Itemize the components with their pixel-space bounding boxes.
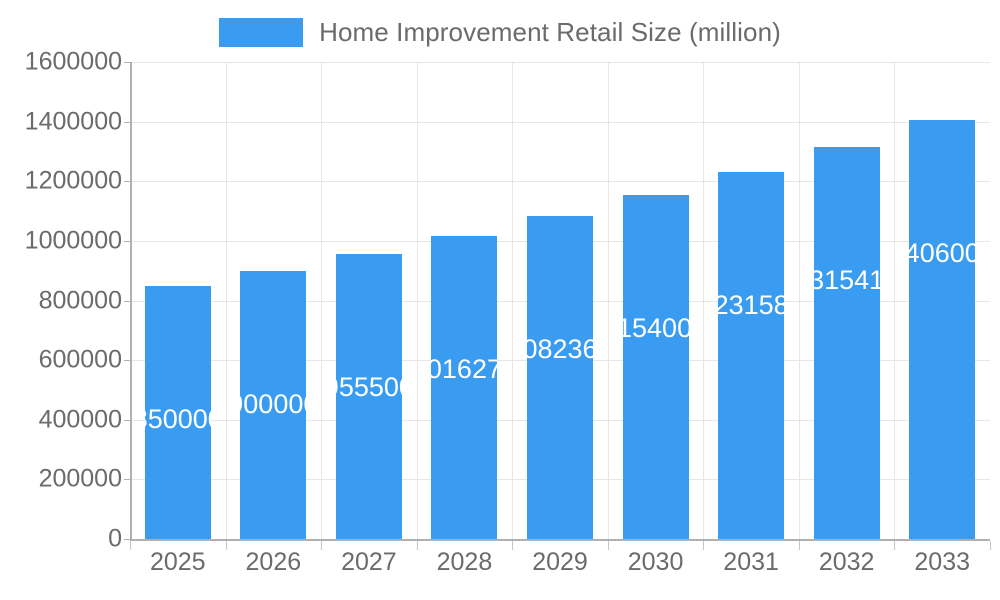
bar-slot: 955500 <box>335 62 402 539</box>
bar-value-label: 1315410 <box>813 264 880 295</box>
x-axis-tick-label: 2033 <box>914 548 971 576</box>
x-axis-tick-mark <box>321 541 322 550</box>
bar-value-label: 850000 <box>145 403 211 434</box>
bar-value-label: 1016270 <box>431 354 498 385</box>
bar-slot: 900000 <box>240 62 307 539</box>
x-axis-line <box>130 539 990 541</box>
bar[interactable]: 1315410 <box>813 146 880 539</box>
x-axis-tick-label: 2032 <box>818 548 875 576</box>
y-axis-tick-label: 1200000 <box>24 166 122 195</box>
y-axis-tick-mark <box>124 360 131 362</box>
y-axis-tick-label: 1000000 <box>24 226 122 255</box>
bar-slot: 1154000 <box>622 62 689 539</box>
x-axis-tick-label: 2025 <box>149 548 206 576</box>
x-axis-tick-mark <box>417 541 418 550</box>
y-axis-tick-label: 800000 <box>38 286 122 314</box>
y-axis-tick-label: 1400000 <box>24 107 122 136</box>
x-axis-tick-label: 2028 <box>436 548 493 576</box>
bar[interactable]: 1016270 <box>431 236 498 539</box>
x-axis-tick-mark <box>512 541 513 550</box>
y-axis-tick-label: 600000 <box>38 345 122 374</box>
y-axis-tick-label: 0 <box>108 524 122 553</box>
gridline-horizontal <box>130 121 990 123</box>
gridline-vertical <box>226 62 227 539</box>
y-axis-tick-mark <box>124 300 131 302</box>
legend-label[interactable]: Home Improvement Retail Size (million) <box>319 16 781 47</box>
x-axis-tick-labels: 2025 2026 2027 2028 2029 2030 2031 2032 2033 <box>130 548 990 588</box>
bar[interactable]: 1406000 <box>909 119 976 539</box>
bar-slot: 850000 <box>144 62 211 539</box>
y-axis-tick-mark <box>124 240 131 242</box>
x-axis-tick-mark <box>703 541 704 550</box>
bar[interactable]: 850000 <box>144 285 211 539</box>
bar-value-label: 955500 <box>336 372 402 403</box>
y-axis-tick-label: 200000 <box>38 464 122 493</box>
y-axis-tick-mark <box>124 539 131 540</box>
bar-slot: 1016270 <box>431 62 498 539</box>
bar-slot: 1082360 <box>527 62 593 539</box>
gridline-vertical <box>894 62 895 539</box>
x-axis-tick-label: 2030 <box>627 548 684 576</box>
y-axis-tick-mark <box>124 121 131 123</box>
y-axis-tick-mark <box>124 62 131 63</box>
plot-area: 850000 900000 955500 1016270 1082360 1154000 1… <box>130 62 990 540</box>
gridline-vertical <box>512 62 513 539</box>
gridline-vertical <box>608 62 609 539</box>
y-axis-line <box>130 62 132 541</box>
bar[interactable]: 900000 <box>240 270 307 539</box>
bar-value-label: 1406000 <box>909 237 976 268</box>
gridline-horizontal <box>130 62 990 63</box>
bar[interactable]: 1082360 <box>527 216 593 539</box>
bar[interactable]: 1231580 <box>718 171 785 539</box>
bar-value-label: 1082360 <box>527 334 593 365</box>
y-axis-tick-labels: 0 200000 400000 600000 800000 1000000 1200000 1… <box>0 48 122 553</box>
x-axis-tick-label: 2031 <box>723 548 779 576</box>
x-axis-tick-label: 2026 <box>245 548 302 576</box>
x-axis-tick-mark <box>894 541 895 550</box>
chart-legend: Home Improvement Retail Size (million) <box>0 10 1000 54</box>
y-axis-tick-mark <box>124 419 131 421</box>
gridline-vertical <box>703 62 704 539</box>
x-axis-tick-label: 2029 <box>532 548 588 576</box>
gridline-vertical <box>799 62 800 539</box>
x-axis-tick-label: 2027 <box>341 548 397 576</box>
gridline-vertical <box>321 62 322 539</box>
y-axis-tick-mark <box>124 479 131 481</box>
legend-color-swatch[interactable] <box>219 17 304 47</box>
bar[interactable]: 1154000 <box>622 194 689 539</box>
bar-slot: 1231580 <box>718 62 785 539</box>
bar-value-label: 1154000 <box>622 312 689 343</box>
x-axis-tick-mark <box>608 541 609 550</box>
x-axis-tick-mark <box>226 541 227 550</box>
bar-slot: 1406000 <box>909 62 976 539</box>
bar-value-label: 1231580 <box>718 289 785 320</box>
gridline-vertical <box>417 62 418 539</box>
bar-slot: 1315410 <box>813 62 880 539</box>
y-axis-tick-mark <box>124 181 131 183</box>
x-axis-tick-mark <box>990 541 991 550</box>
bar[interactable]: 955500 <box>335 254 402 539</box>
gridline-horizontal <box>130 181 990 183</box>
y-axis-tick-label: 1600000 <box>24 47 122 76</box>
x-axis-tick-mark <box>799 541 800 550</box>
y-axis-tick-marks <box>0 62 140 540</box>
bar-value-label: 900000 <box>240 388 306 419</box>
y-axis-tick-label: 400000 <box>38 405 122 434</box>
x-axis-tick-mark <box>130 541 131 550</box>
